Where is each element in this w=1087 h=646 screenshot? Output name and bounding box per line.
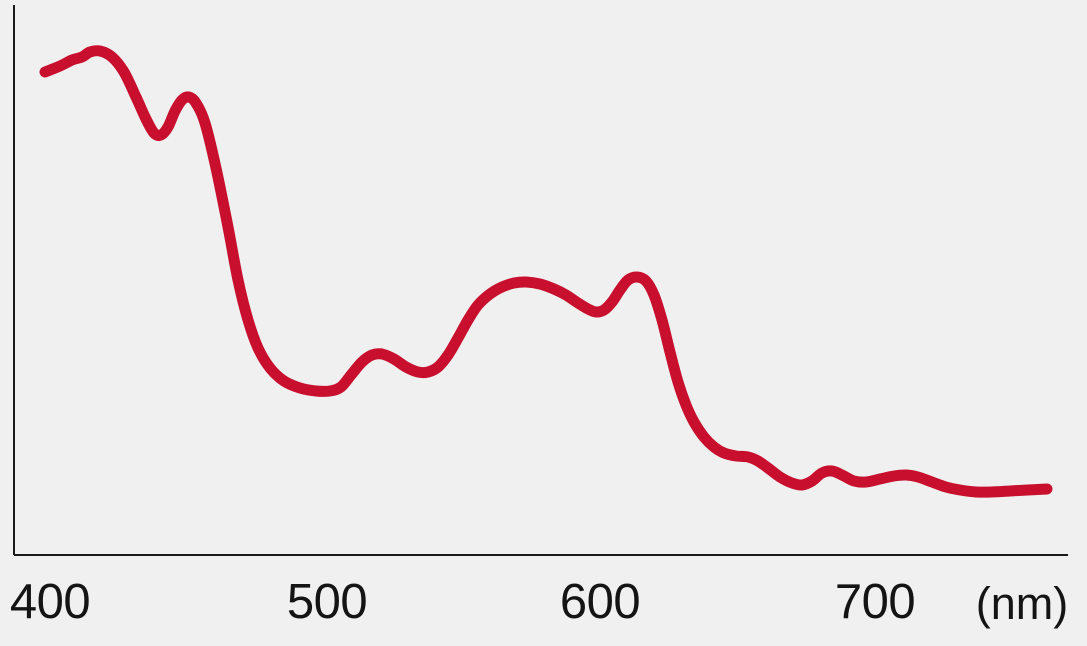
spectral-curve (39, 45, 1053, 498)
